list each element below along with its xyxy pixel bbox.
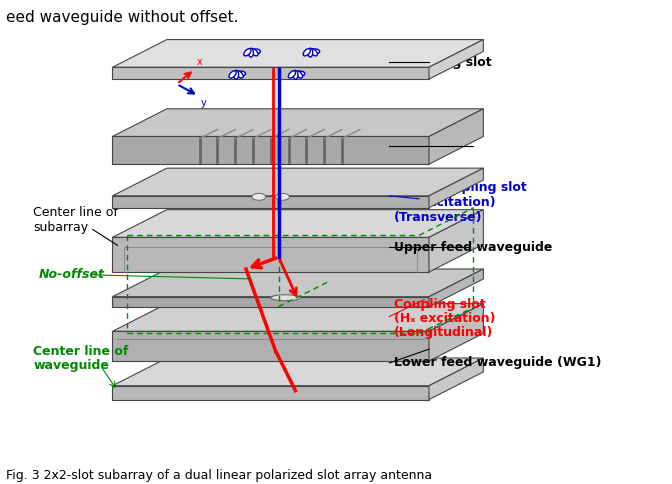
Ellipse shape xyxy=(276,194,290,200)
Ellipse shape xyxy=(303,49,310,56)
Text: Center line of: Center line of xyxy=(34,345,129,358)
Text: Center line of: Center line of xyxy=(34,206,118,219)
Text: (Transverse): (Transverse) xyxy=(394,211,483,224)
Text: Coupling slot: Coupling slot xyxy=(394,298,486,311)
Polygon shape xyxy=(112,136,429,164)
Text: subarray: subarray xyxy=(34,221,89,234)
Text: Cross coupling slot: Cross coupling slot xyxy=(394,182,527,195)
Ellipse shape xyxy=(293,70,298,79)
Polygon shape xyxy=(429,109,483,164)
Polygon shape xyxy=(112,237,429,272)
Polygon shape xyxy=(112,386,429,400)
Text: y: y xyxy=(200,98,206,108)
Polygon shape xyxy=(429,303,483,361)
Text: Cavity: Cavity xyxy=(394,140,438,153)
Polygon shape xyxy=(429,168,483,208)
Ellipse shape xyxy=(310,49,320,54)
Polygon shape xyxy=(112,269,483,297)
Text: x: x xyxy=(196,57,202,67)
Polygon shape xyxy=(112,210,483,237)
Polygon shape xyxy=(112,168,483,196)
Text: No-offset: No-offset xyxy=(38,269,104,282)
Ellipse shape xyxy=(308,48,312,57)
Ellipse shape xyxy=(237,71,245,76)
Ellipse shape xyxy=(249,48,253,57)
Text: Fig. 3 2x2-slot subarray of a dual linear polarized slot array antenna: Fig. 3 2x2-slot subarray of a dual linea… xyxy=(5,469,432,482)
Ellipse shape xyxy=(288,71,296,78)
Text: Lower feed waveguide (WG1): Lower feed waveguide (WG1) xyxy=(394,357,602,369)
Text: (Longitudinal): (Longitudinal) xyxy=(394,326,494,339)
Polygon shape xyxy=(429,269,483,306)
Polygon shape xyxy=(429,40,483,79)
Ellipse shape xyxy=(252,194,266,200)
Polygon shape xyxy=(112,297,429,306)
Polygon shape xyxy=(429,358,483,400)
Ellipse shape xyxy=(296,71,302,78)
Polygon shape xyxy=(112,40,483,67)
Ellipse shape xyxy=(236,71,243,78)
Polygon shape xyxy=(429,210,483,272)
Ellipse shape xyxy=(229,71,237,78)
Text: Upper feed waveguide: Upper feed waveguide xyxy=(394,241,553,254)
Ellipse shape xyxy=(296,71,305,76)
Polygon shape xyxy=(112,196,429,208)
Text: (Hₓ excitation): (Hₓ excitation) xyxy=(394,312,496,325)
Text: eed waveguide without offset.: eed waveguide without offset. xyxy=(5,10,238,25)
Ellipse shape xyxy=(251,49,260,54)
Ellipse shape xyxy=(251,49,258,56)
Polygon shape xyxy=(112,67,429,79)
Ellipse shape xyxy=(271,295,300,301)
Polygon shape xyxy=(112,332,429,361)
Text: waveguide: waveguide xyxy=(34,360,110,373)
Ellipse shape xyxy=(244,49,251,56)
Polygon shape xyxy=(112,358,483,386)
Text: (Hʸ excitation): (Hʸ excitation) xyxy=(394,196,496,209)
Polygon shape xyxy=(112,303,483,332)
Ellipse shape xyxy=(234,70,239,79)
Text: Radiating slot: Radiating slot xyxy=(394,56,492,69)
Polygon shape xyxy=(112,109,483,136)
Ellipse shape xyxy=(310,49,317,56)
